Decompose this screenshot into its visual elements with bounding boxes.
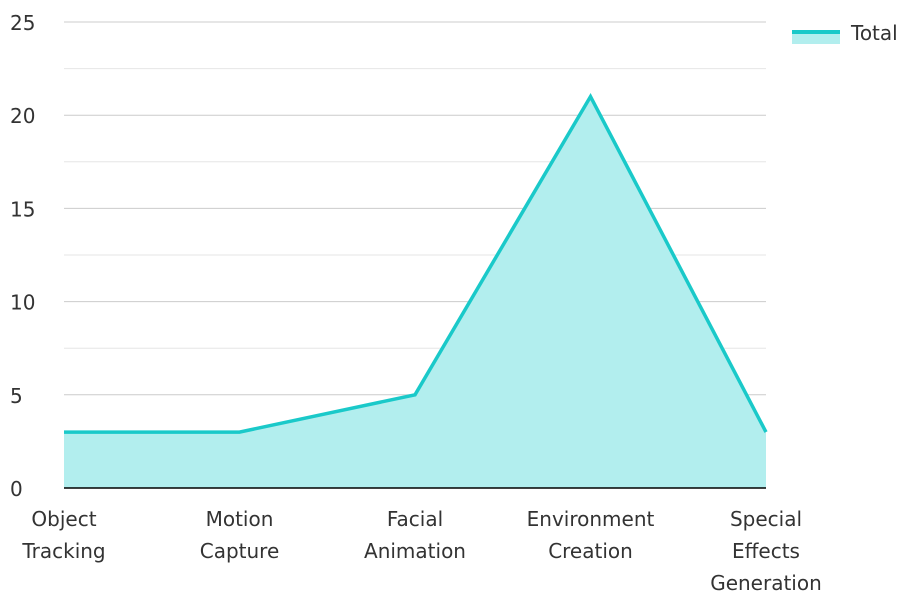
x-tick-label: Object Tracking (21, 507, 105, 563)
series-total-area (64, 96, 766, 488)
y-tick-label: 5 (10, 384, 23, 408)
label-layer: 0 5 10 15 20 25 Object Tracking Motion Capture Fac… (10, 11, 822, 592)
x-tick-label-line: Tracking (21, 539, 105, 563)
y-tick-label: 0 (10, 477, 23, 501)
x-tick-label-line: Capture (200, 539, 280, 563)
area-layer (63, 92, 768, 488)
y-tick-label: 15 (10, 197, 35, 221)
x-tick-label: Special Effects Generation (710, 507, 822, 592)
legend: Total (792, 21, 898, 45)
x-tick-label-line: Effects (732, 539, 800, 563)
x-tick-label-line: Animation (364, 539, 466, 563)
y-tick-label: 25 (10, 11, 35, 35)
x-tick-label-line: Generation (710, 571, 822, 592)
x-tick-label: Motion Capture (200, 507, 280, 563)
y-tick-label: 10 (10, 291, 35, 315)
x-tick-label: Facial Animation (364, 507, 466, 563)
y-tick-label: 20 (10, 104, 35, 128)
x-tick-label-line: Special (730, 507, 802, 531)
x-tick-label-line: Object (31, 507, 96, 531)
legend-label-total: Total (850, 21, 898, 45)
x-tick-label-line: Environment (527, 507, 655, 531)
x-tick-label-line: Motion (206, 507, 274, 531)
x-tick-label-line: Facial (387, 507, 443, 531)
legend-swatch-fill (792, 32, 840, 44)
x-tick-label: Environment Creation (527, 507, 655, 563)
x-tick-label-line: Creation (548, 539, 633, 563)
